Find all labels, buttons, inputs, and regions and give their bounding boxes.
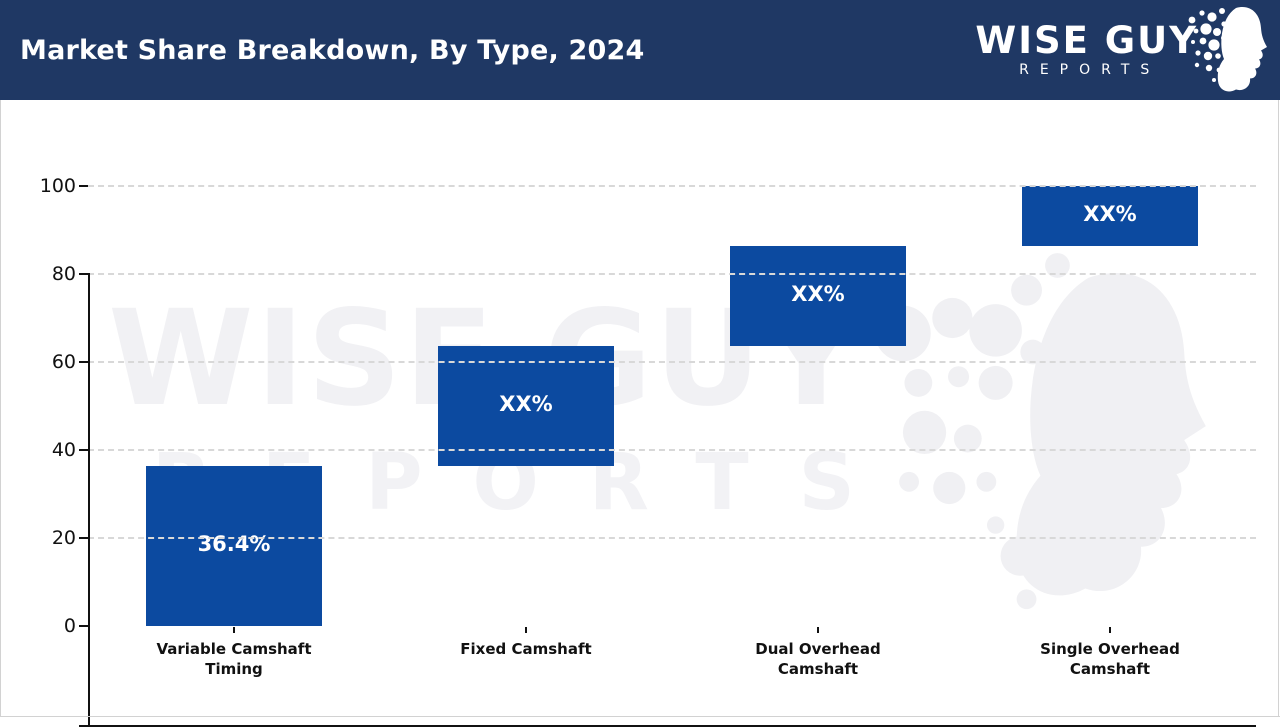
card-border-bottom: [0, 716, 1280, 717]
gridline: [88, 449, 1256, 451]
x-category-label-line: Camshaft: [1069, 660, 1151, 678]
x-tick-mark: [525, 627, 527, 633]
x-category-label: Fixed Camshaft: [406, 639, 646, 659]
x-category-label: Variable Camshaft Timing: [114, 639, 354, 679]
x-category-label-line: Camshaft: [777, 660, 859, 678]
y-tick-mark: [79, 361, 88, 363]
bar-value-label: XX%: [1083, 201, 1137, 226]
y-axis-line: [88, 273, 90, 727]
page-title: Market Share Breakdown, By Type, 2024: [20, 34, 645, 66]
logo-face-icon: [1188, 7, 1267, 92]
gridline: [88, 361, 1256, 363]
gridline: [88, 273, 1256, 275]
gridline: [88, 537, 1256, 539]
x-tick-mark: [817, 627, 819, 633]
header: Market Share Breakdown, By Type, 2024 WI…: [0, 0, 1280, 100]
bar: XX%: [1022, 186, 1198, 246]
bar-value-label: XX%: [499, 391, 553, 416]
x-category-label: Dual Overhead Camshaft: [698, 639, 938, 679]
card-border-left: [0, 100, 1, 717]
logo-wordmark: WISE GUY REPORTS: [975, 19, 1198, 79]
y-tick-label: 40: [51, 439, 76, 461]
y-tick-mark: [79, 537, 88, 539]
y-tick-label: 0: [63, 615, 76, 637]
bar: XX%: [730, 245, 906, 347]
x-tick-mark: [233, 627, 235, 633]
x-category-label: Single Overhead Camshaft: [990, 639, 1230, 679]
bar-value-label: XX%: [791, 281, 845, 306]
x-category-label-line: Single Overhead: [1040, 640, 1180, 658]
x-category-label-line: Variable Camshaft: [156, 640, 312, 658]
logo-name: WISE GUY: [975, 19, 1198, 62]
card-border-right: [1278, 100, 1279, 717]
y-tick-mark: [79, 625, 88, 627]
x-category-label-line: Timing: [205, 660, 263, 678]
y-tick-label: 60: [51, 351, 76, 373]
y-tick-label: 20: [51, 527, 76, 549]
y-tick-label: 80: [51, 263, 76, 285]
y-tick-label: 100: [39, 175, 76, 197]
logo-tagline: REPORTS: [1019, 62, 1161, 78]
x-category-label-line: Fixed Camshaft: [460, 640, 592, 658]
watermark-face-icon: [875, 253, 1206, 610]
brand-logo: WISE GUY REPORTS: [975, 4, 1268, 96]
x-category-label-line: Dual Overhead: [755, 640, 881, 658]
x-tick-mark: [1109, 627, 1111, 633]
y-tick-mark: [79, 449, 88, 451]
y-tick-mark: [79, 273, 88, 275]
bar: XX%: [438, 346, 614, 466]
gridline: [88, 185, 1256, 187]
bar-value-label: 36.4%: [197, 531, 271, 556]
chart-area: WISE GUY REPORTS 0 20 40 60 80 100 36.4% Variab…: [0, 100, 1280, 727]
y-tick-mark: [79, 185, 88, 187]
bar: 36.4%: [146, 465, 322, 626]
